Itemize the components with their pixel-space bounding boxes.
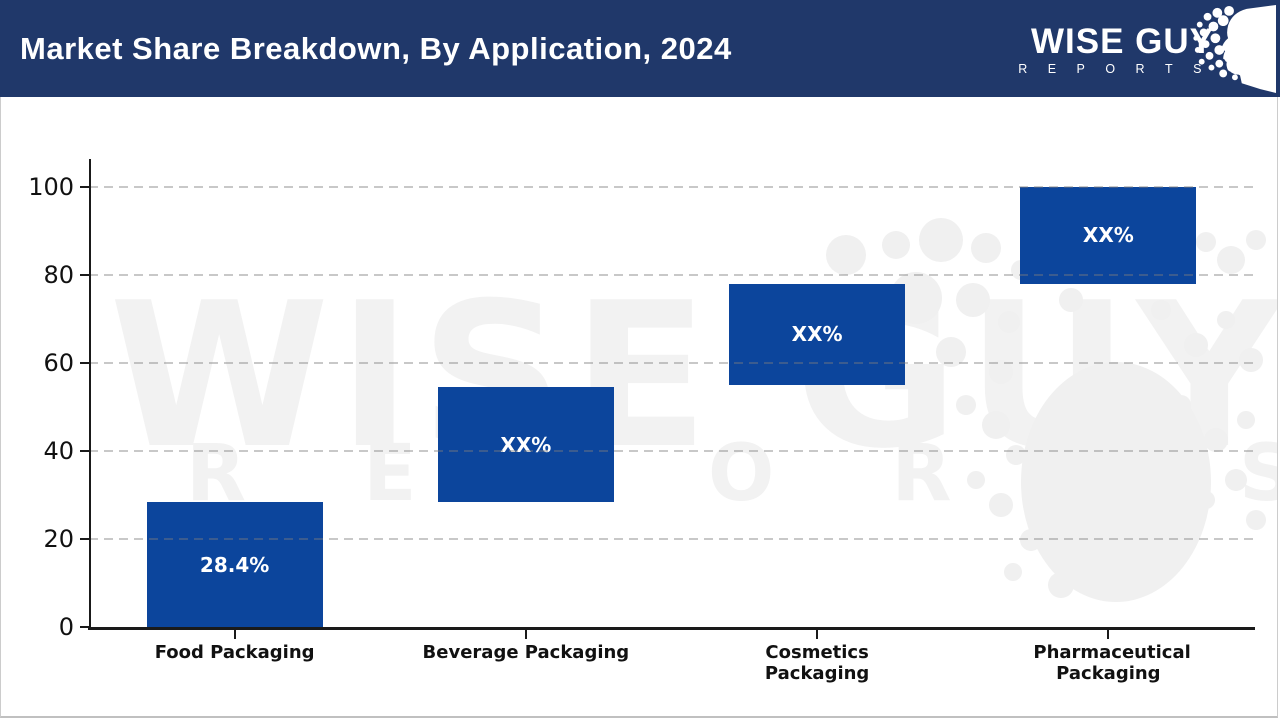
watermark-face-icon [826, 218, 1266, 602]
gridline-20 [89, 538, 1254, 540]
gridline-60 [89, 362, 1254, 364]
bar-cosmetics-packaging: XX% [729, 283, 906, 385]
header-band: Market Share Breakdown, By Application, … [0, 0, 1280, 97]
y-tick-60 [80, 362, 89, 364]
gridline-80 [89, 274, 1254, 276]
x-tick-2 [524, 630, 527, 639]
chart-canvas: WISE GUY R E P O R T S [0, 97, 1278, 718]
bar-value-label: XX% [500, 432, 552, 457]
logo-subtitle: R E P O R T S [1018, 62, 1210, 76]
bar-value-label: XX% [1082, 223, 1134, 248]
y-tick-0 [80, 626, 89, 628]
y-tick-label-40: 40 [43, 437, 74, 465]
plot-area: 0 20 40 60 80 100 28.4% Food Packaging XX% Bevera… [1, 97, 1277, 716]
y-tick-label-0: 0 [58, 613, 74, 641]
y-tick-80 [80, 274, 89, 276]
gridline-100 [89, 186, 1254, 188]
x-axis-line [88, 627, 1255, 630]
wise-guy-logo: WISE GUY R E P O R T S [1018, 0, 1280, 97]
x-tick-4 [1107, 630, 1110, 639]
bar-beverage-packaging: XX% [437, 387, 614, 503]
y-tick-label-20: 20 [43, 525, 74, 553]
x-tick-label-2: Beverage Packaging [422, 642, 630, 663]
bar-food-packaging: 28.4% [146, 502, 323, 627]
x-tick-1 [233, 630, 236, 639]
y-tick-100 [80, 186, 89, 188]
y-tick-20 [80, 538, 89, 540]
bar-value-label: 28.4% [199, 552, 270, 577]
y-tick-label-100: 100 [28, 173, 74, 201]
watermark-layer: WISE GUY R E P O R T S [1, 97, 1277, 716]
y-tick-label-60: 60 [43, 349, 74, 377]
logo-wordmark: WISE GUY [1030, 22, 1214, 61]
page-title: Market Share Breakdown, By Application, … [20, 30, 732, 66]
x-tick-label-4: Pharmaceutical Packaging [1033, 642, 1191, 684]
x-tick-3 [816, 630, 819, 639]
wise-guy-face-icon [1193, 5, 1276, 93]
y-axis-line [89, 159, 91, 627]
x-tick-label-3: Cosmetics Packaging [764, 642, 870, 684]
gridline-40 [89, 450, 1254, 452]
y-tick-40 [80, 450, 89, 452]
y-tick-label-80: 80 [43, 261, 74, 289]
bar-pharmaceutical-packaging: XX% [1020, 187, 1197, 284]
x-tick-label-1: Food Packaging [154, 642, 315, 663]
bar-value-label: XX% [791, 322, 843, 347]
